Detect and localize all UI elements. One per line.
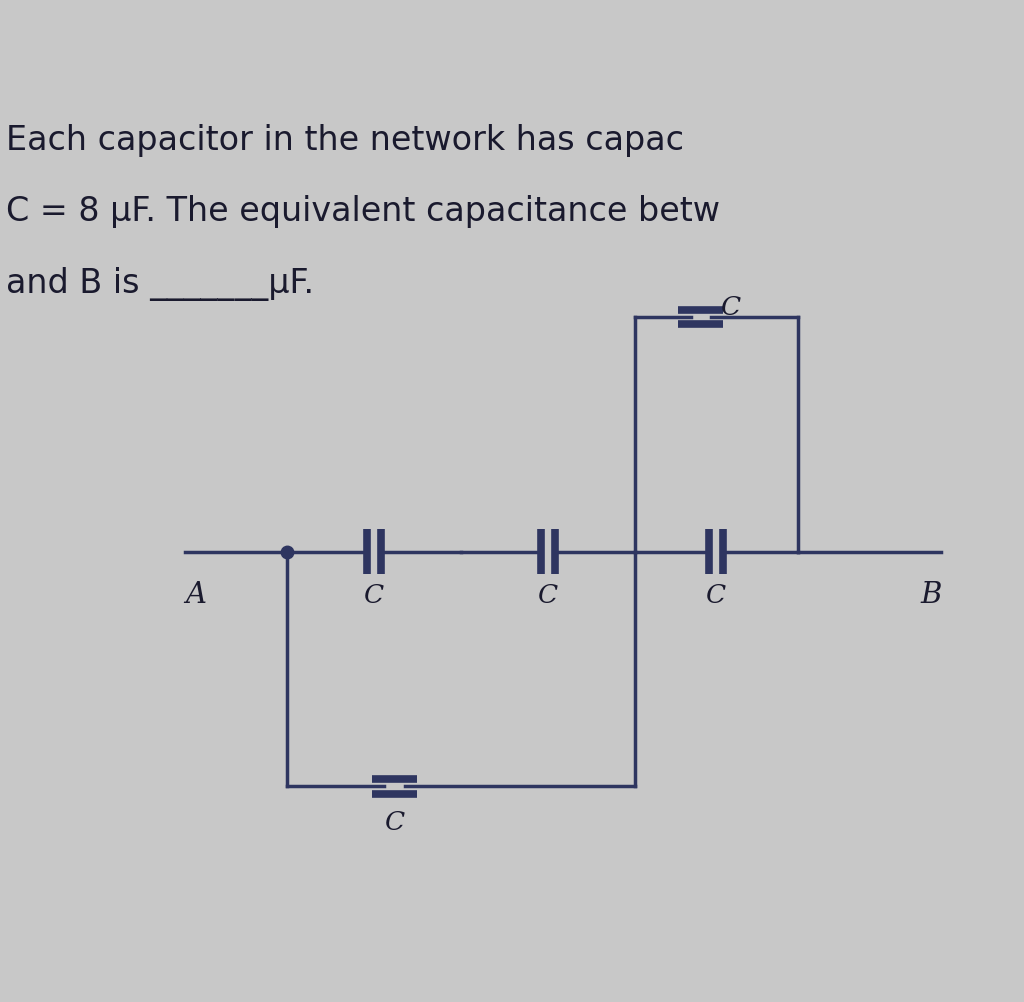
Text: Each capacitor in the network has capac: Each capacitor in the network has capac <box>6 123 684 156</box>
Text: C: C <box>538 582 558 607</box>
Text: C: C <box>721 295 741 320</box>
Text: A: A <box>185 580 206 608</box>
Text: C = 8 μF. The equivalent capacitance betw: C = 8 μF. The equivalent capacitance bet… <box>6 195 721 227</box>
Text: C: C <box>365 582 384 607</box>
Text: and B is _______μF.: and B is _______μF. <box>6 267 314 301</box>
Text: C: C <box>384 809 404 834</box>
Text: B: B <box>920 580 941 608</box>
Text: C: C <box>707 582 726 607</box>
